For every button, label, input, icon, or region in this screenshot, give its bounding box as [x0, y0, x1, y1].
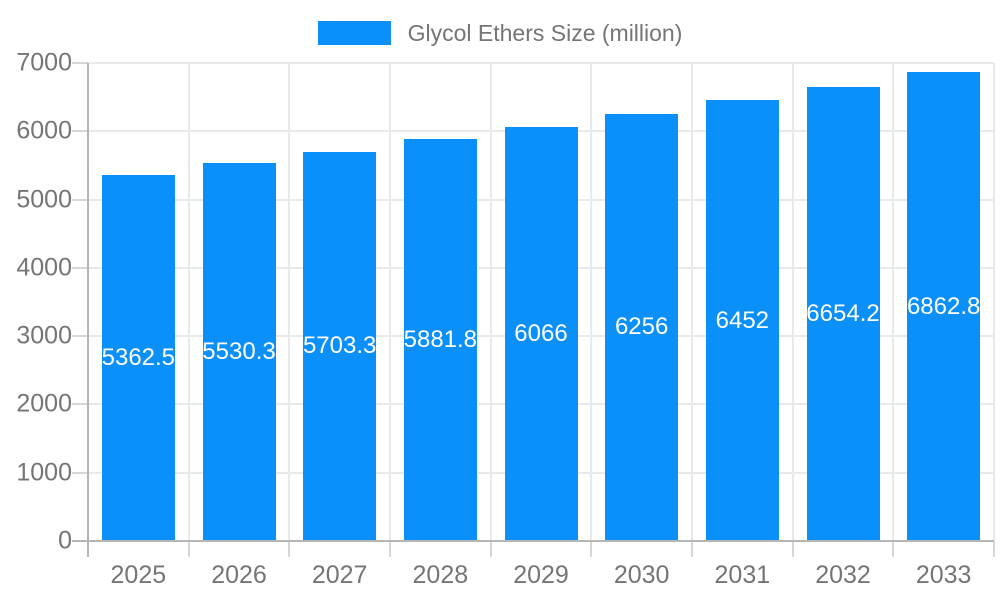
y-axis-line: [87, 63, 89, 557]
bar: [101, 174, 175, 541]
x-axis-tick-mark: [389, 541, 391, 557]
x-axis-tick-label: 2030: [613, 561, 670, 589]
bar: [907, 72, 981, 541]
x-axis-tick-label: 2031: [714, 561, 771, 589]
x-axis-tick-label: 2026: [211, 561, 267, 589]
y-axis-tick-mark: [72, 130, 88, 133]
bar: [806, 86, 880, 541]
bar: [605, 113, 679, 541]
gridline-vertical: [691, 63, 693, 541]
x-axis-tick-mark: [187, 541, 190, 557]
y-axis-tick-label: 5000: [16, 185, 72, 214]
bar-value-label: 5362.5: [101, 343, 176, 371]
gridline-vertical: [187, 63, 190, 541]
y-axis-tick-mark: [72, 62, 88, 64]
chart-legend: Glycol Ethers Size (million): [0, 21, 1000, 45]
bar-value-label: 6066: [514, 319, 568, 347]
gridline-vertical: [288, 63, 291, 541]
y-axis-tick-mark: [72, 198, 88, 201]
x-axis-tick-mark: [288, 541, 291, 557]
y-axis-tick-label: 7000: [16, 48, 72, 77]
bar: [303, 151, 377, 541]
x-axis-tick-mark: [590, 541, 593, 557]
legend-swatch: [317, 21, 391, 45]
bar-value-label: 6862.8: [906, 292, 981, 320]
x-axis-tick-mark: [691, 541, 693, 557]
y-axis-tick-label: 0: [58, 526, 72, 555]
x-axis-tick-label: 2028: [412, 561, 469, 589]
y-axis-tick-label: 3000: [16, 321, 72, 350]
y-axis-tick-mark: [72, 403, 88, 406]
y-axis-tick-label: 6000: [16, 116, 72, 145]
gridline-horizontal: [88, 62, 994, 64]
gridline-vertical: [489, 63, 492, 541]
gridline-vertical: [590, 63, 593, 541]
gridline-vertical: [993, 63, 995, 541]
x-axis-tick-mark: [993, 541, 995, 557]
bar-value-label: 6452: [715, 306, 770, 334]
bar: [202, 163, 276, 541]
bar: [504, 126, 578, 541]
x-axis-line: [72, 540, 994, 542]
bar: [705, 100, 779, 541]
y-axis-tick-mark: [72, 471, 88, 474]
y-axis-tick-label: 4000: [16, 253, 72, 282]
legend-label: Glycol Ethers Size (million): [407, 20, 683, 46]
bar: [403, 139, 477, 541]
bar-value-label: 5530.3: [202, 338, 276, 366]
y-axis-tick-mark: [72, 266, 88, 269]
bar-value-label: 6654.2: [806, 299, 880, 327]
x-axis-tick-mark: [892, 541, 895, 557]
y-axis-tick-mark: [72, 335, 88, 338]
x-axis-tick-label: 2025: [110, 561, 167, 589]
bar-value-label: 6256: [614, 313, 669, 341]
gridline-vertical: [791, 63, 794, 541]
x-axis-tick-label: 2032: [815, 561, 871, 589]
gridline-vertical: [892, 63, 895, 541]
x-axis-tick-label: 2029: [513, 561, 569, 589]
y-axis-tick-label: 1000: [16, 458, 72, 487]
x-axis-tick-mark: [791, 541, 794, 557]
y-axis-tick-label: 2000: [16, 389, 72, 418]
gridline-vertical: [389, 63, 391, 541]
x-axis-tick-label: 2033: [915, 561, 972, 589]
bar-value-label: 5703.3: [302, 332, 377, 360]
x-axis-tick-label: 2027: [311, 561, 368, 589]
bar-value-label: 5881.8: [403, 326, 478, 354]
x-axis-tick-mark: [489, 541, 492, 557]
